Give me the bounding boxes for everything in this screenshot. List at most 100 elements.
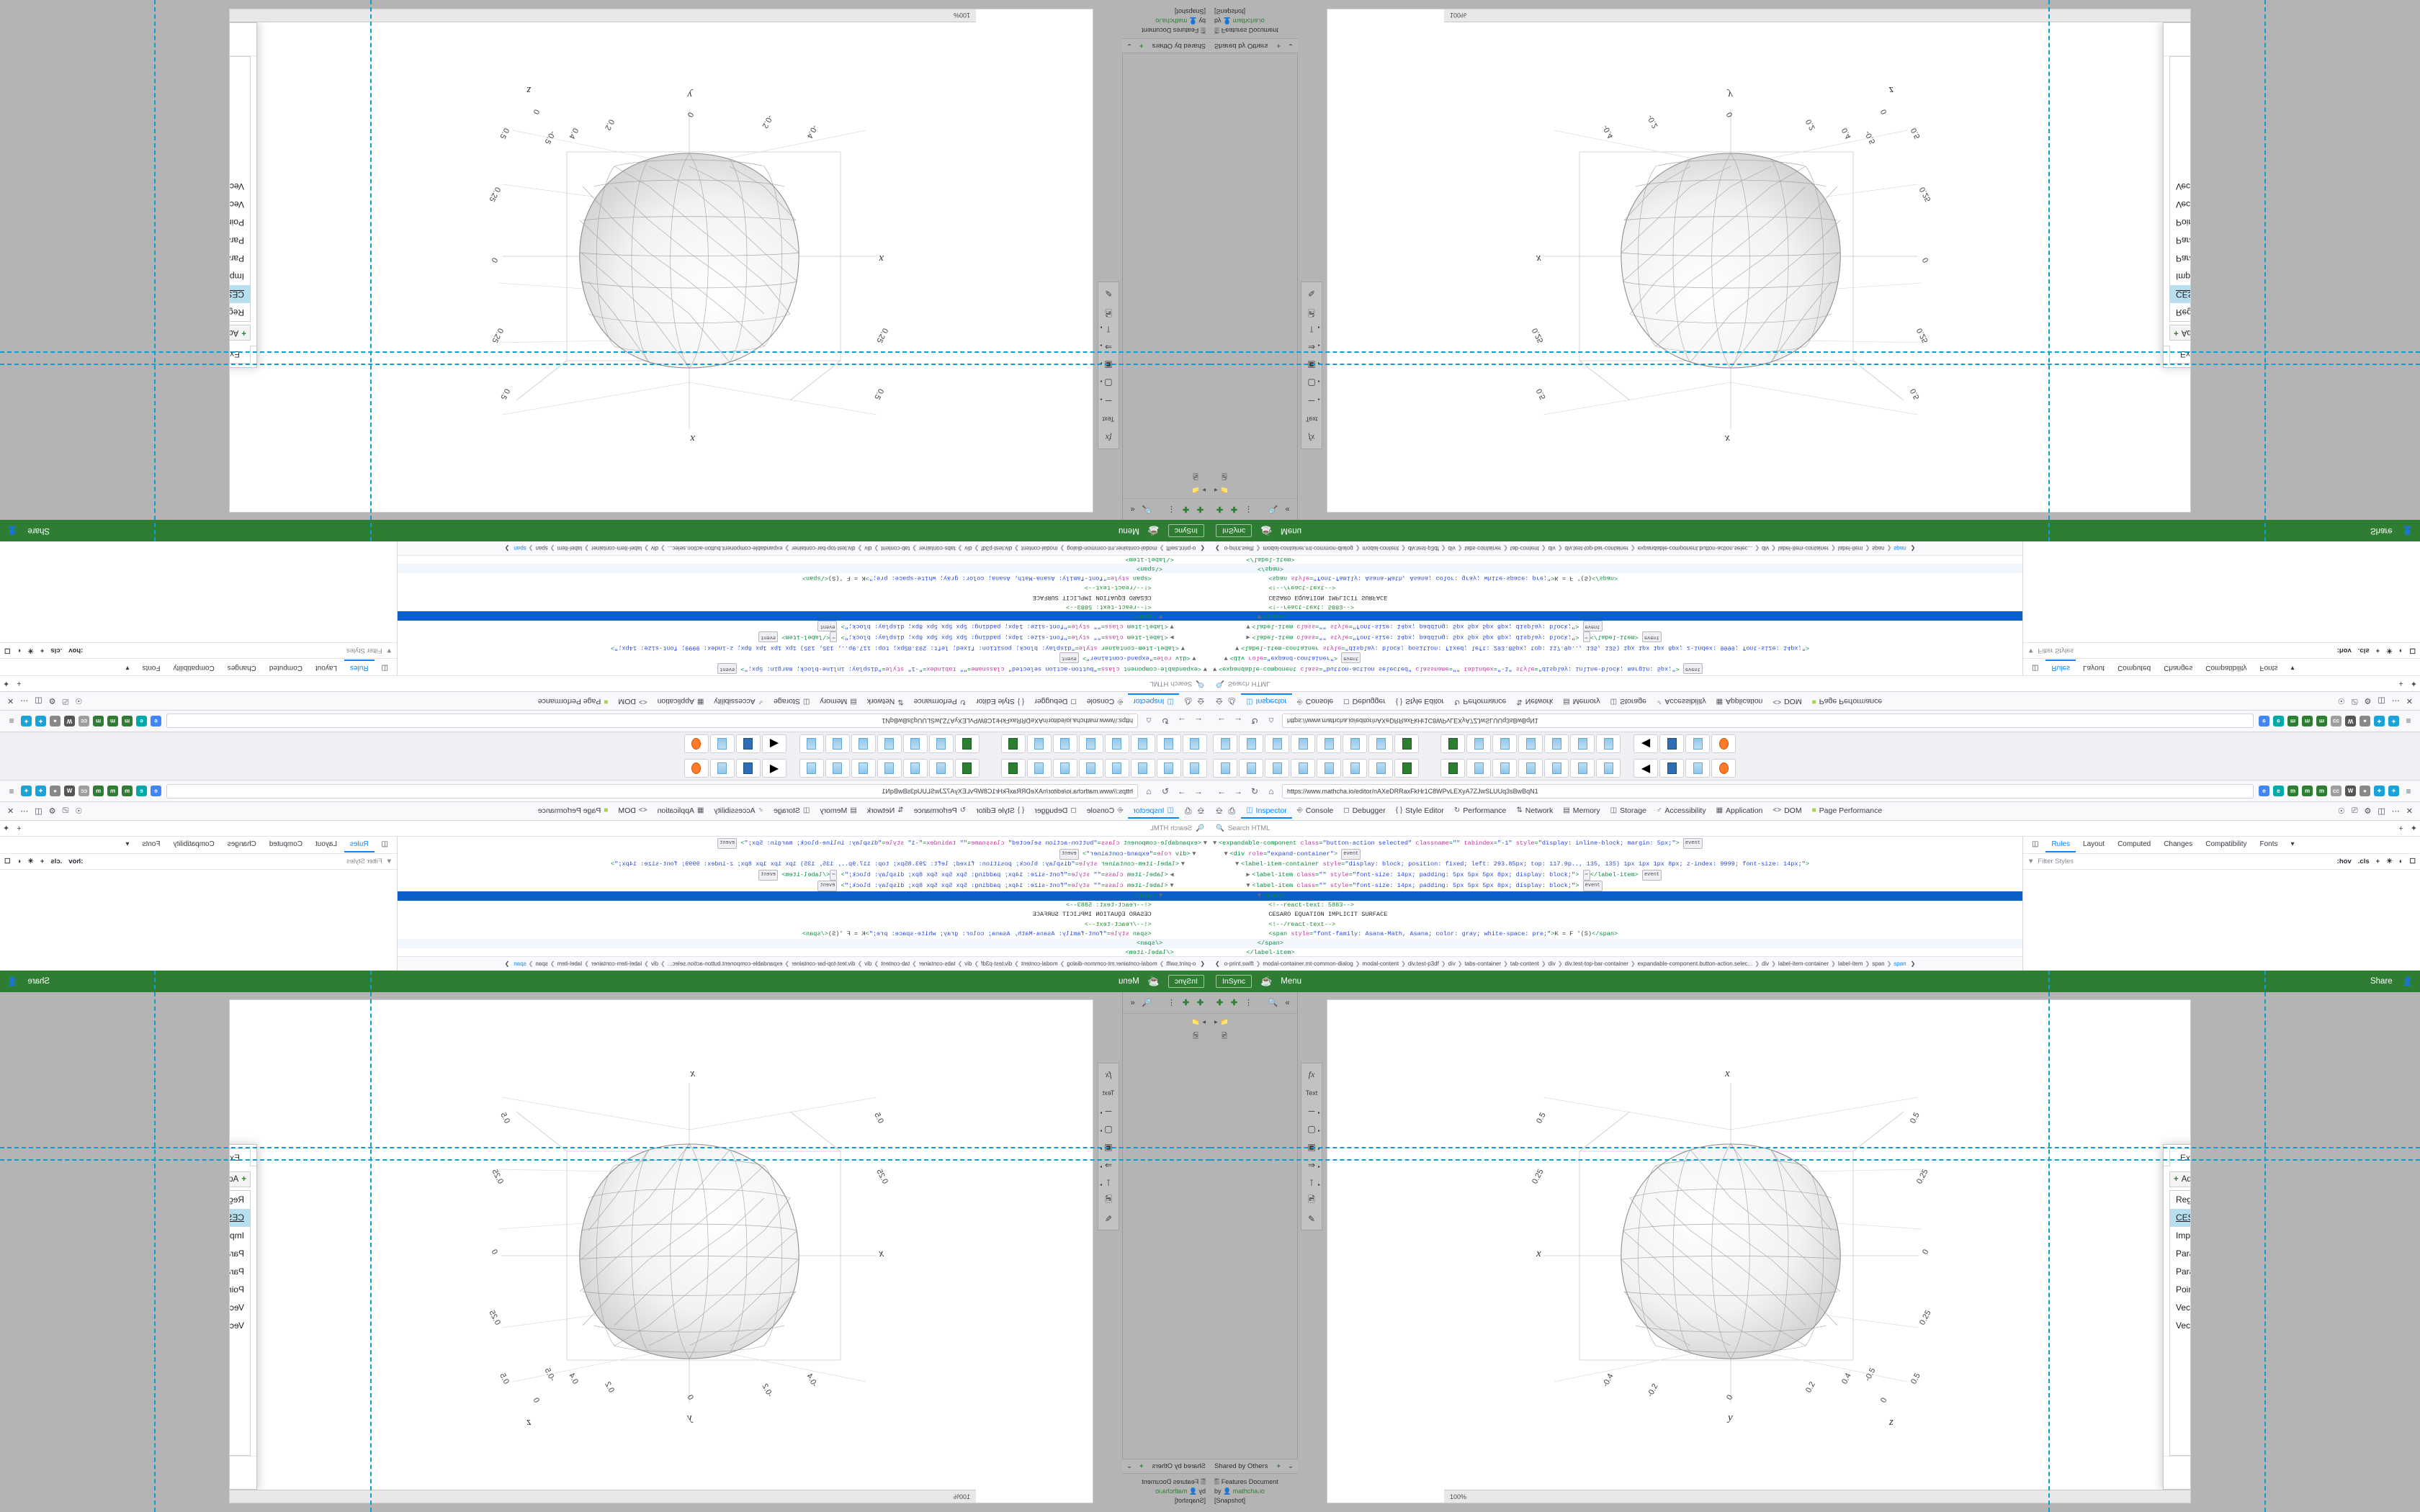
sidebar-tree[interactable]: ▸ 📁 🖻 bbox=[1210, 1014, 1297, 1048]
pencil-tool[interactable]: ✎ bbox=[1307, 1213, 1316, 1224]
chevron-down-icon[interactable]: ⌄ bbox=[1288, 42, 1294, 50]
axes-tool[interactable]: ⊺ ▸ bbox=[1309, 324, 1320, 335]
new-document-icon[interactable]: ✚ bbox=[1216, 999, 1224, 1007]
markup-line[interactable]: </label-item> bbox=[1125, 556, 1174, 563]
user-icon[interactable]: 👤 bbox=[2402, 978, 2413, 986]
tab-fonts[interactable]: Fonts bbox=[142, 664, 161, 672]
tab-changes[interactable]: Changes bbox=[227, 840, 256, 848]
browser-tab[interactable] bbox=[684, 734, 709, 754]
sidebar-toolbar[interactable]: ✚ ✚ ⋮ 🔍 « bbox=[1210, 498, 1297, 520]
rectangle-tool[interactable]: ▢ ▸ bbox=[1100, 378, 1113, 389]
cls-button[interactable]: .cls bbox=[2357, 858, 2370, 865]
back-icon[interactable]: ← bbox=[1194, 716, 1203, 726]
light-mode-icon[interactable]: ☀ bbox=[2386, 647, 2393, 654]
shared-document-item[interactable]: 🖺 Features Document by 👤 mathcha.io [Sna… bbox=[1122, 0, 1210, 39]
chevron-right-icon[interactable]: ▸ bbox=[1202, 487, 1206, 494]
menu-button[interactable]: Menu bbox=[1281, 526, 1302, 535]
dark-mode-icon[interactable]: ◐ bbox=[17, 647, 22, 654]
extension-icon[interactable]: m bbox=[122, 716, 133, 726]
screenshot-icon[interactable]: ☉ bbox=[75, 807, 83, 816]
expression-type-list[interactable]: Regular (z = f(x,y))CESARO EQUATION IMPL… bbox=[2169, 1190, 2190, 1456]
devtools-tab-debugger[interactable]: ◻ Debugger bbox=[1029, 804, 1081, 819]
browser-tab[interactable] bbox=[1183, 734, 1207, 754]
app-tool-column[interactable]: fx Text ─ ▸ ▢ ▸ ▣ ▸ ⇒ ▸ ⊺ ▸ 🖻 ✎ bbox=[1098, 1063, 1119, 1230]
text-tool[interactable]: Text bbox=[1305, 1089, 1318, 1097]
browser-tab-strip[interactable]: ◀ bbox=[1210, 732, 2420, 756]
reload-icon[interactable]: ↻ bbox=[1161, 716, 1170, 726]
filter-styles-row[interactable]: ▼ Filter Styles :hov .cls + ☀ ◐ ☐ bbox=[2023, 854, 2420, 870]
add-rule-button[interactable]: + bbox=[40, 647, 45, 654]
element-picker-icon[interactable]: ⎒ bbox=[1197, 806, 1204, 816]
tab-fonts[interactable]: Fonts bbox=[2259, 840, 2278, 848]
browser-tab[interactable] bbox=[1343, 734, 1367, 754]
tab-compatibility[interactable]: Compatibility bbox=[173, 664, 215, 672]
tab-expressions[interactable]: Expressions bbox=[2169, 346, 2191, 364]
breadcrumb-item[interactable]: modal-content bbox=[1021, 960, 1058, 967]
axes-tool[interactable]: ⊺ ▸ bbox=[1100, 324, 1111, 335]
devtools-search-row[interactable]: 🔍 Search HTML + ✦ bbox=[0, 821, 1210, 837]
shared-by-others-header[interactable]: Shared by Others + ⌄ bbox=[1210, 39, 1298, 53]
text-tool[interactable]: Text bbox=[1102, 1089, 1115, 1097]
quadrant-bottom-right[interactable]: ◀ ← → ↻ ⌂ https://www.mathcha.io/editor/… bbox=[1210, 756, 2420, 1512]
extension-icon[interactable]: cc bbox=[79, 716, 89, 726]
browser-tab[interactable] bbox=[1711, 758, 1736, 778]
app-top-bar[interactable]: InSync ☕ Menu Share 👤 bbox=[1210, 971, 2420, 992]
breadcrumb-item[interactable]: modal-content bbox=[1021, 545, 1058, 552]
devtools-tab-console[interactable]: ⎆ Console bbox=[1292, 804, 1339, 819]
breadcrumb-item[interactable]: label-item-container bbox=[591, 960, 642, 967]
rectangle-tool[interactable]: ▢ ▸ bbox=[1307, 378, 1320, 389]
split-console-icon[interactable]: ⎚ bbox=[2351, 806, 2358, 815]
forward-icon[interactable]: → bbox=[1234, 716, 1242, 726]
responsive-design-icon[interactable]: ⎙ bbox=[1228, 696, 1236, 706]
expression-type-item[interactable]: CESARO EQUATION IMPLICIT SURFACE K = F ′… bbox=[229, 285, 250, 303]
devtools-tab-application[interactable]: ▦ Application bbox=[653, 694, 709, 708]
devtools-tab-accessibility[interactable]: ♂ Accessibility bbox=[709, 694, 768, 708]
markup-line[interactable]: <!--react-text: 5883--> bbox=[1268, 901, 1354, 909]
address-bar[interactable]: https://www.mathcha.io/editor/nAXeDRRaxF… bbox=[166, 714, 1138, 729]
coffee-icon[interactable]: ☕ bbox=[1147, 526, 1160, 536]
rules-sidebar-tabs[interactable]: ◫ Rules Layout Computed Changes Compatib… bbox=[0, 837, 397, 854]
expression-type-item[interactable]: Implicit (0 = cos(x) + y + z) bbox=[2170, 1227, 2190, 1245]
extension-icon[interactable]: W bbox=[64, 716, 75, 726]
devtools-tab-storage[interactable]: ◫ Storage bbox=[768, 694, 815, 708]
breadcrumb-item[interactable]: o-print.swift bbox=[1224, 545, 1254, 552]
extension-icon[interactable]: m bbox=[93, 786, 104, 796]
browser-tab-strip[interactable]: ◀ bbox=[1210, 756, 2420, 780]
expression-dialog[interactable]: Expressions Axes + Add ▾ Regular (z = f(… bbox=[2163, 1144, 2190, 1490]
dark-mode-icon[interactable]: ◐ bbox=[2398, 858, 2403, 865]
chevron-right-icon[interactable]: ▸ bbox=[1214, 487, 1218, 494]
document-canvas[interactable]: -0.4 -0.2 0 0.2 0.4 0.5 0.25 0 0.25 0. bbox=[229, 9, 1093, 513]
markup-line[interactable]: ▼<expandable-component class="button-act… bbox=[1210, 662, 2022, 674]
markup-line[interactable]: ▼<label-item class="" style="font-size: … bbox=[398, 880, 1210, 892]
back-icon[interactable]: ← bbox=[1194, 786, 1203, 796]
breadcrumb-item[interactable]: label-item bbox=[1837, 960, 1863, 967]
rules-sidebar-tabs[interactable]: ◫ Rules Layout Computed Changes Compatib… bbox=[2023, 837, 2420, 854]
axes-tool[interactable]: ⊺ ▸ bbox=[1100, 1177, 1111, 1188]
reload-icon[interactable]: ↻ bbox=[1250, 716, 1259, 726]
responsive-design-icon[interactable]: ⎙ bbox=[1184, 696, 1192, 706]
extension-icon[interactable]: m bbox=[2302, 786, 2313, 796]
browser-tab[interactable] bbox=[825, 734, 850, 754]
user-icon[interactable]: 👤 bbox=[2402, 526, 2413, 534]
app-tool-column[interactable]: fx Text ─ ▸ ▢ ▸ ▣ ▸ ⇒ ▸ ⊺ ▸ 🖻 ✎ bbox=[1098, 282, 1119, 449]
devtools-tab-console[interactable]: ⎆ Console bbox=[1082, 804, 1129, 819]
breadcrumb-item[interactable]: tab-content bbox=[1510, 960, 1539, 967]
coffee-icon[interactable]: ☕ bbox=[1147, 976, 1160, 986]
extension-icon[interactable]: m bbox=[2287, 716, 2298, 726]
breadcrumb-item[interactable]: tabs-container bbox=[1464, 960, 1502, 967]
rules-sidebar[interactable]: ◫ Rules Layout Computed Changes Compatib… bbox=[0, 541, 398, 675]
surface-plot[interactable]: -0.4 -0.2 0 0.2 0.4 0.5 0.25 0 0.25 0. bbox=[1515, 1043, 1947, 1446]
account-icon[interactable]: ● bbox=[50, 716, 60, 726]
extension-icon[interactable]: ✦ bbox=[2388, 786, 2399, 796]
search-html-input[interactable]: 🔍 Search HTML bbox=[1216, 824, 1270, 832]
extension-icon[interactable]: ✦ bbox=[35, 786, 46, 796]
table-tool[interactable]: ▣ ▸ bbox=[1307, 360, 1320, 371]
tab-compatibility[interactable]: Compatibility bbox=[2205, 840, 2247, 848]
folder-icon[interactable]: 📁 bbox=[1191, 1018, 1200, 1025]
devtools-tab-inspector[interactable]: ◫ Inspector bbox=[1128, 693, 1179, 708]
extension-icon[interactable]: e bbox=[136, 786, 147, 796]
devtools-tab-console[interactable]: ⎆ Console bbox=[1292, 694, 1339, 708]
app-sidebar[interactable]: ✚ ✚ ⋮ 🔍 « ▸ 📁 bbox=[1122, 0, 1210, 520]
devtools-tab-page-performance[interactable]: ■ Page Performance bbox=[533, 694, 614, 708]
expression-type-item[interactable]: CESARO EQUATION IMPLICIT SURFACE K = F ′… bbox=[2170, 1209, 2190, 1227]
